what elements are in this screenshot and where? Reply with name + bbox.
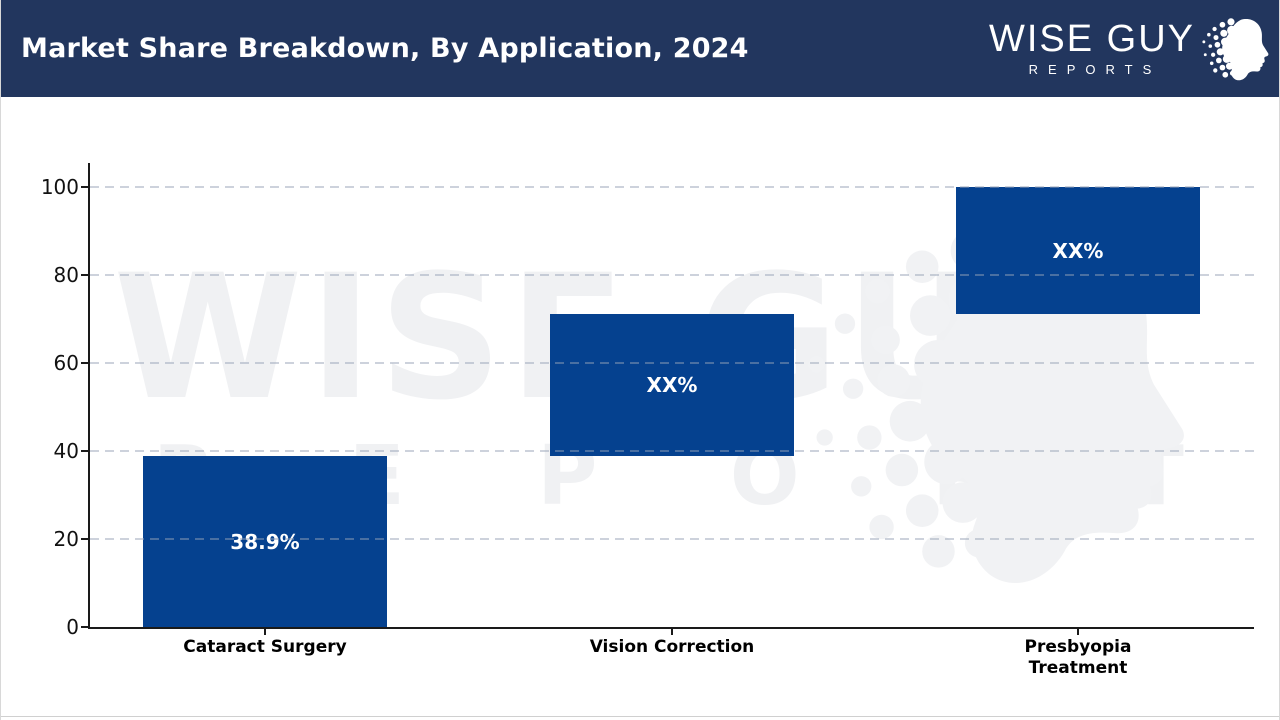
logo-face-icon [1202, 17, 1269, 80]
logo-reports-text: REPORTS [1028, 62, 1162, 77]
y-tick-label: 80 [53, 263, 79, 287]
gridline-80 [90, 274, 1255, 276]
x-tick-mark [671, 627, 673, 635]
x-category-label: Presbyopia Treatment [1024, 637, 1132, 678]
bar-value-label: XX% [1052, 238, 1104, 263]
y-tick-mark [81, 538, 89, 540]
logo-text: WISE GUY REPORTS [989, 20, 1195, 77]
y-tick-label: 100 [40, 175, 79, 199]
bar-presbyopia-treatment: XX% [956, 187, 1200, 314]
x-tick-mark [264, 627, 266, 635]
bar-value-label: 38.9% [230, 529, 300, 554]
gridline-20 [90, 538, 1255, 540]
x-axis-spine [88, 627, 1254, 629]
y-axis-spine [88, 163, 90, 629]
y-tick-mark [81, 274, 89, 276]
y-tick-mark [81, 626, 89, 628]
x-tick-mark [1077, 627, 1079, 635]
y-tick-label: 60 [53, 351, 79, 375]
header-bar: Market Share Breakdown, By Application, … [1, 0, 1279, 97]
x-category-label: Cataract Surgery [183, 637, 347, 657]
y-tick-mark [81, 362, 89, 364]
x-category-label: Vision Correction [589, 637, 755, 657]
y-tick-mark [81, 450, 89, 452]
logo-wiseguy-text: WISE GUY [988, 18, 1195, 60]
y-tick-label: 20 [53, 527, 79, 551]
bar-value-label: XX% [646, 373, 698, 397]
bar-vision-correction: XX% [550, 314, 794, 456]
y-tick-label: 0 [66, 615, 79, 639]
bottom-divider [1, 716, 1279, 717]
y-tick-mark [81, 186, 89, 188]
gridline-60 [90, 362, 1255, 364]
page-title: Market Share Breakdown, By Application, … [21, 33, 749, 64]
bar-cataract-surgery: 38.9% [143, 456, 387, 627]
y-tick-label: 40 [53, 439, 79, 463]
wise-guy-logo: WISE GUY REPORTS [989, 10, 1279, 88]
gridline-100 [90, 186, 1255, 188]
gridline-40 [90, 450, 1255, 452]
